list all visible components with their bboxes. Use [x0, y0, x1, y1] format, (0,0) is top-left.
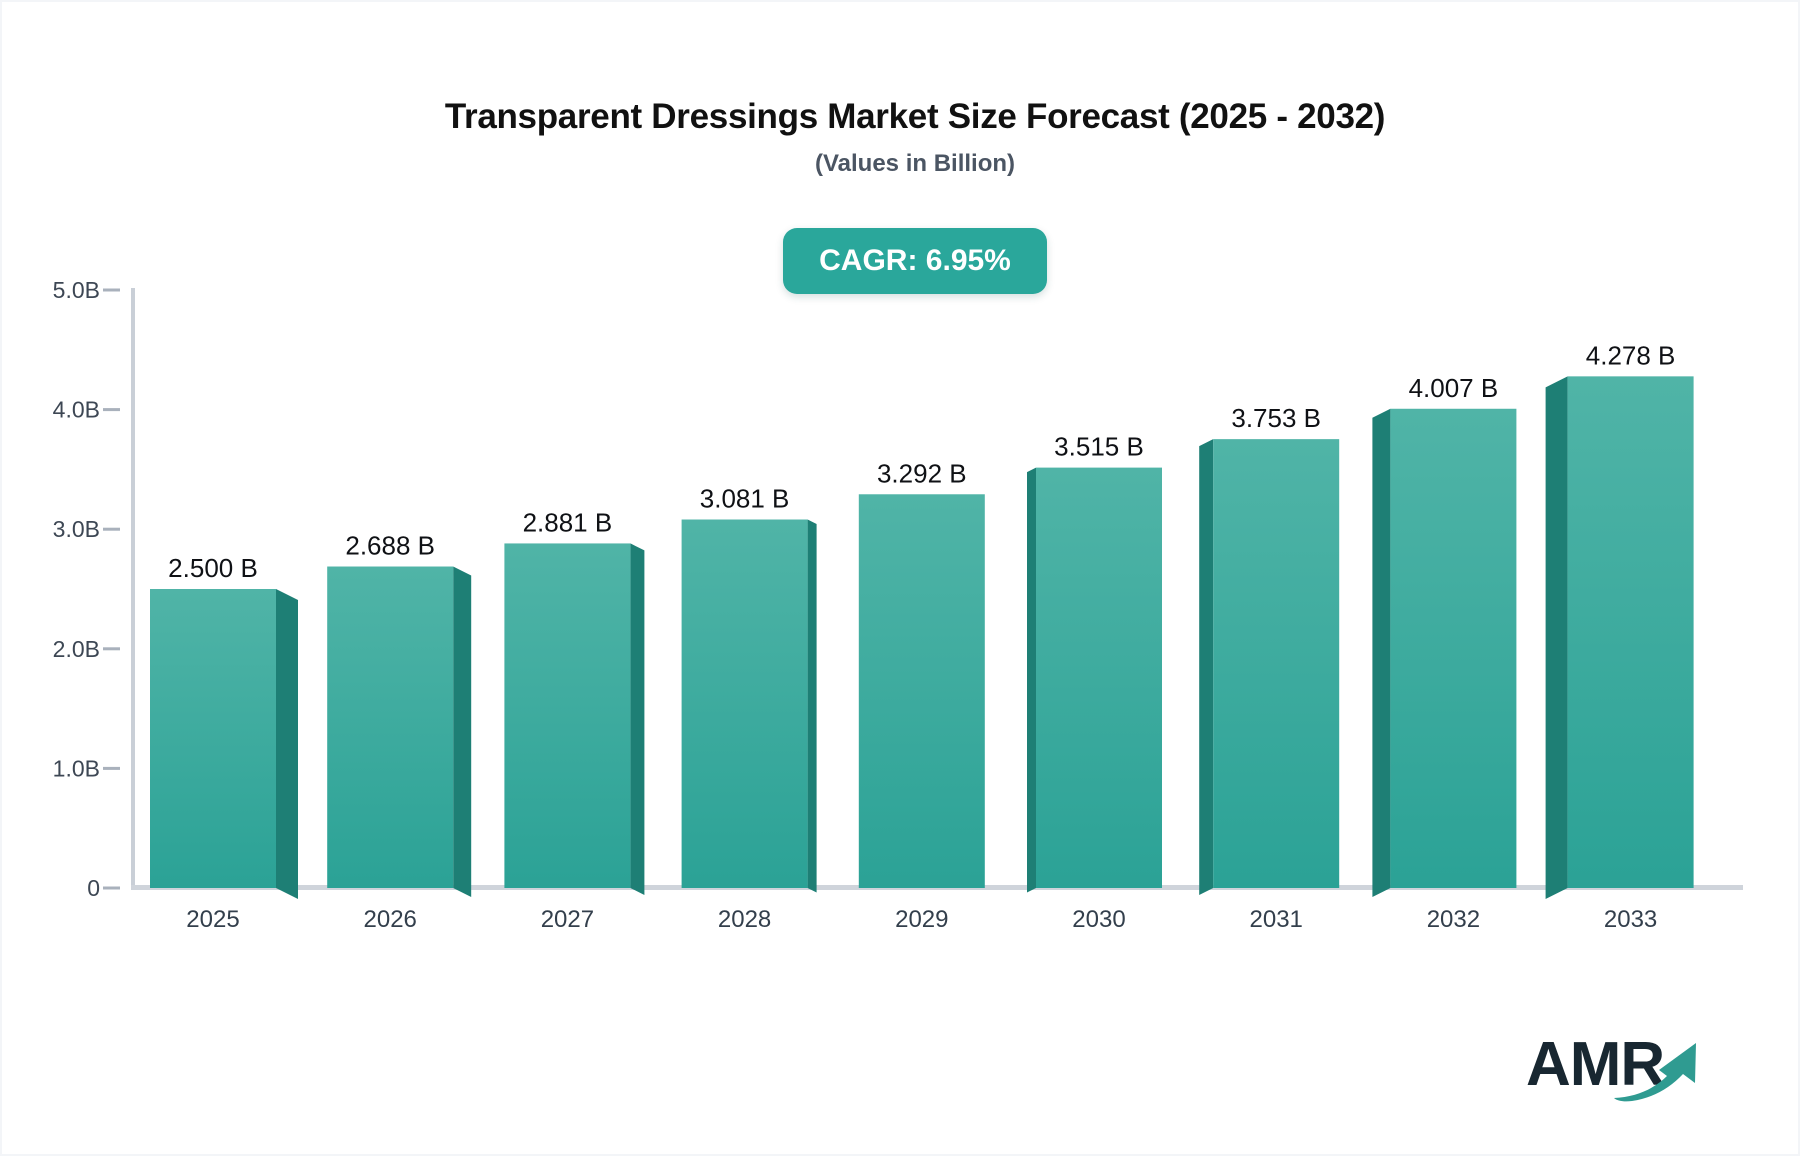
chart-title: Transparent Dressings Market Size Foreca…: [444, 97, 1386, 136]
y-tick-label: 1.0B: [53, 755, 100, 781]
amr-logo-text: AMR: [1526, 1030, 1665, 1099]
growth-arrow-icon: [1614, 1043, 1696, 1102]
x-tick-label: 2026: [364, 906, 417, 933]
bar-side-face: [276, 589, 298, 899]
bar-side-face: [1027, 467, 1036, 893]
amr-logo: AMR: [1526, 1030, 1726, 1120]
bar: [1390, 408, 1517, 888]
bar-value-label: 2.881 B: [523, 507, 613, 537]
bar: [1036, 467, 1162, 888]
y-tick-label: 0: [87, 875, 100, 901]
bar: [327, 566, 454, 888]
x-tick-label: 2028: [718, 906, 771, 933]
bar: [1213, 439, 1340, 888]
x-tick-label: 2033: [1604, 906, 1657, 933]
bar: [681, 519, 808, 888]
bar-value-label: 3.515 B: [1054, 432, 1144, 462]
y-tick-mark: [103, 647, 120, 651]
y-tick-label: 2.0B: [53, 636, 100, 662]
bar-side-face: [630, 543, 645, 895]
x-tick-label: 2031: [1250, 906, 1303, 933]
bar-value-label: 3.753 B: [1231, 403, 1321, 433]
bar: [150, 589, 276, 888]
x-tick-label: 2032: [1427, 906, 1480, 933]
chart-header: Transparent Dressings Market Size Foreca…: [0, 0, 1800, 294]
x-tick-label: 2029: [895, 906, 948, 933]
bar-side-face: [1545, 376, 1568, 899]
bar: [504, 543, 631, 888]
bar-side-face: [453, 566, 472, 897]
bar-value-label: 2.500 B: [168, 553, 258, 583]
bar-value-label: 3.292 B: [877, 458, 967, 488]
y-tick-label: 5.0B: [53, 277, 100, 303]
bar-value-label: 4.007 B: [1409, 373, 1499, 403]
y-tick-mark: [103, 527, 120, 531]
y-axis-line: [131, 288, 135, 890]
y-tick-label: 3.0B: [53, 516, 100, 542]
y-tick-mark: [103, 408, 120, 412]
chart-subtitle: (Values in Billion): [814, 150, 1016, 177]
bar-value-label: 2.688 B: [345, 531, 435, 561]
x-tick-label: 2030: [1072, 906, 1125, 933]
bar: [1567, 376, 1694, 888]
y-tick-mark: [103, 886, 120, 890]
bar-value-label: 3.081 B: [700, 484, 790, 514]
bar-side-face: [1372, 408, 1391, 897]
y-tick-mark: [103, 766, 120, 770]
cagr-badge: CAGR: 6.95%: [783, 228, 1047, 294]
y-tick-mark: [103, 288, 120, 292]
bar-value-label: 4.278 B: [1586, 340, 1676, 370]
y-tick-label: 4.0B: [53, 397, 100, 423]
bar-side-face: [807, 519, 817, 893]
bar: [858, 494, 985, 888]
bar-side-face: [1199, 439, 1214, 895]
x-tick-label: 2025: [186, 906, 239, 933]
x-tick-label: 2027: [541, 906, 594, 933]
